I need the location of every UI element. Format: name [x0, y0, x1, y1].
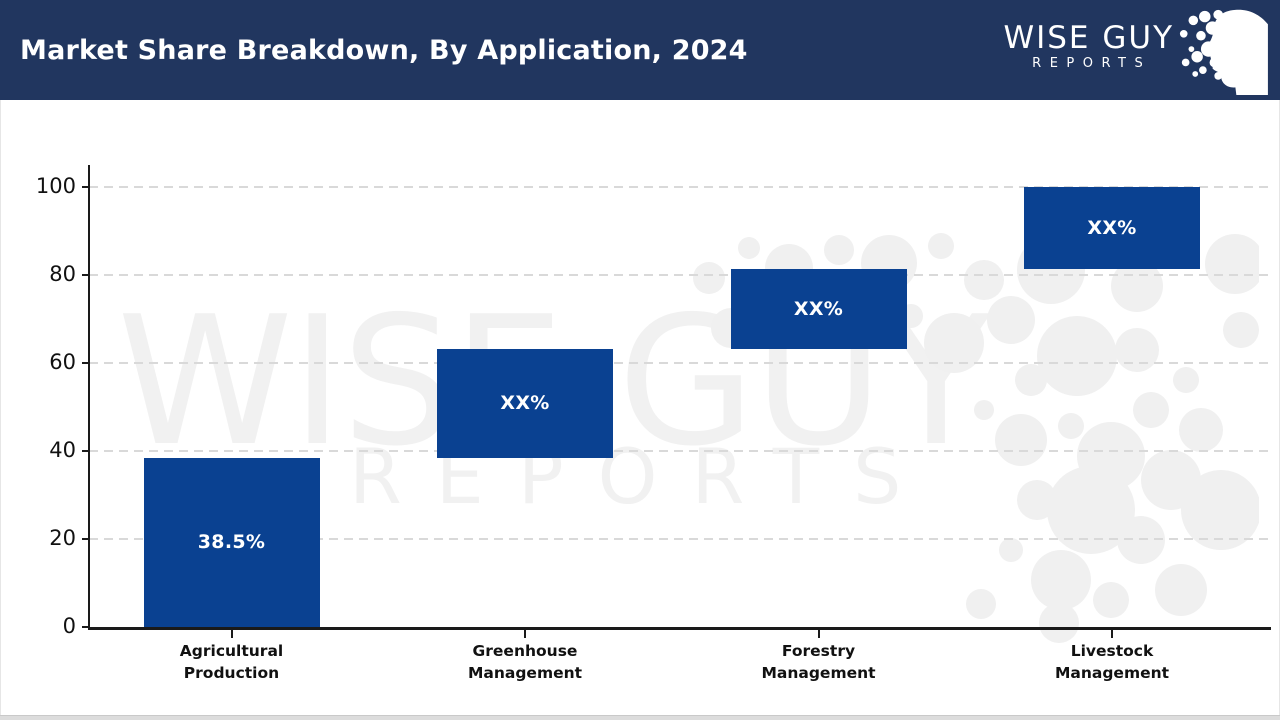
x-tick-mark — [1111, 630, 1113, 638]
y-tick-label: 40 — [49, 438, 76, 462]
y-tick-mark — [82, 362, 89, 364]
x-tick-mark — [817, 630, 820, 638]
logo-wordmark: WISE GUY — [1003, 20, 1174, 56]
x-axis-line — [88, 627, 1271, 630]
gridline-60 — [89, 362, 1271, 364]
bar-agricultural-production: 38.5% — [143, 457, 320, 627]
chart-title: Market Share Breakdown, By Application, … — [20, 34, 748, 66]
y-tick-label: 20 — [49, 526, 76, 550]
wiseguy-logo: WISE GUY REPORTS — [1003, 7, 1268, 95]
y-tick-mark — [82, 538, 89, 540]
plot-area: 0 20 40 60 80 100 38.5% Agricultural Production… — [1, 100, 1279, 716]
bar-greenhouse-management: XX% — [437, 348, 613, 458]
y-tick-label: 100 — [35, 174, 76, 198]
bar-value-label: 38.5% — [197, 531, 266, 554]
gridline-40 — [89, 450, 1271, 452]
x-tick-mark — [230, 630, 233, 638]
logo-head-icon — [1179, 9, 1268, 95]
logo-subtitle: REPORTS — [1032, 56, 1152, 72]
bottom-border — [0, 715, 1280, 720]
y-tick-label: 0 — [62, 614, 76, 638]
x-tick-mark — [524, 630, 526, 638]
y-tick-mark — [82, 274, 89, 276]
category-label-greenhouse-management: Greenhouse Management — [467, 642, 583, 682]
category-label-livestock-management: Livestock Management — [1054, 642, 1170, 682]
category-label-agricultural-production: Agricultural Production — [179, 642, 284, 682]
y-axis-line — [88, 165, 90, 629]
gridline-80 — [89, 274, 1271, 276]
logo-text-block: WISE GUY REPORTS — [1003, 21, 1174, 71]
waterfall-chart: WISE GUY REPORTS 0 20 40 60 80 100 38.5% Agricu… — [0, 100, 1280, 716]
category-label-forestry-management: Forestry Management — [761, 642, 876, 682]
bar-value-label: XX% — [793, 297, 844, 320]
y-tick-label: 60 — [49, 350, 76, 374]
y-tick-mark — [82, 626, 89, 628]
y-tick-label: 80 — [49, 262, 76, 286]
bar-forestry-management: XX% — [730, 268, 907, 349]
bar-value-label: XX% — [500, 392, 550, 415]
header-bar: Market Share Breakdown, By Application, … — [0, 0, 1280, 100]
bar-value-label: XX% — [1087, 216, 1137, 239]
gridline-100 — [89, 186, 1271, 188]
gridline-20 — [89, 538, 1271, 540]
bar-livestock-management: XX% — [1024, 187, 1200, 269]
y-tick-mark — [82, 186, 89, 188]
y-tick-mark — [82, 450, 89, 452]
